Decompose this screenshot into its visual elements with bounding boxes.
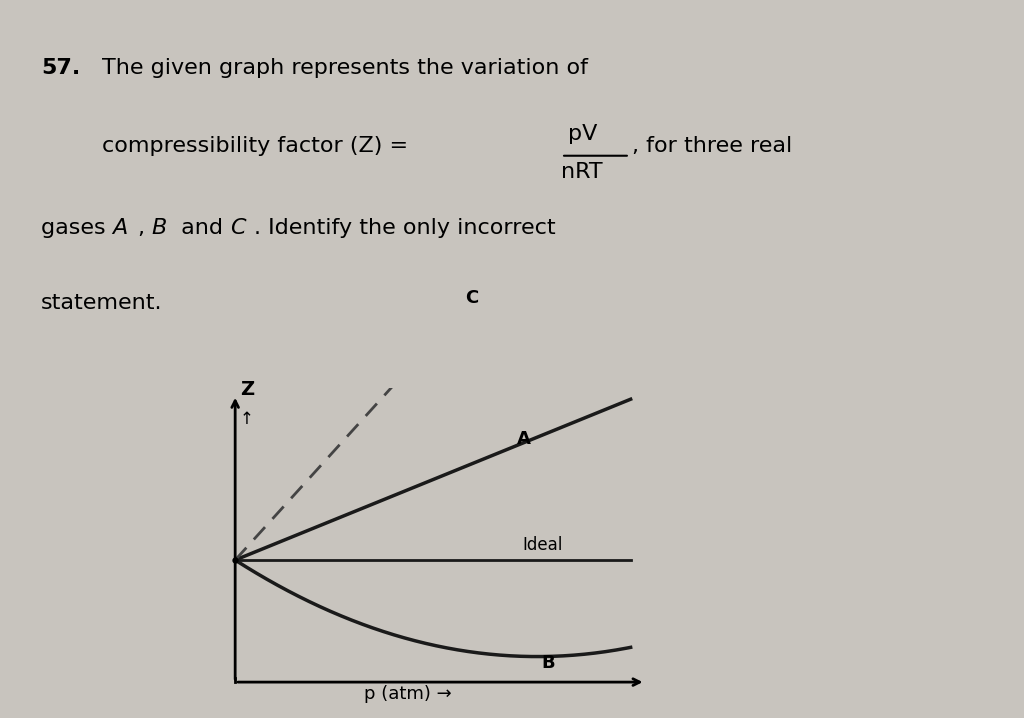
Text: and: and	[174, 218, 230, 238]
Text: . Identify the only incorrect: . Identify the only incorrect	[254, 218, 556, 238]
Text: 57.: 57.	[41, 57, 80, 78]
Text: Z: Z	[240, 380, 254, 399]
Text: C: C	[465, 289, 478, 307]
Text: statement.: statement.	[41, 293, 163, 313]
Text: p (atm) →: p (atm) →	[365, 686, 452, 704]
Text: compressibility factor (Z) =: compressibility factor (Z) =	[102, 136, 409, 156]
Text: A: A	[113, 218, 128, 238]
Text: ,: ,	[138, 218, 153, 238]
Text: gases: gases	[41, 218, 113, 238]
Text: The given graph represents the variation of: The given graph represents the variation…	[102, 57, 589, 78]
Text: B: B	[542, 654, 555, 672]
Text: Ideal: Ideal	[522, 536, 562, 554]
Text: ↑: ↑	[240, 410, 254, 428]
Text: B: B	[152, 218, 167, 238]
Text: A: A	[517, 430, 530, 448]
Text: nRT: nRT	[561, 162, 603, 182]
Text: , for three real: , for three real	[632, 136, 792, 156]
Text: C: C	[230, 218, 246, 238]
Text: pV: pV	[568, 124, 598, 144]
